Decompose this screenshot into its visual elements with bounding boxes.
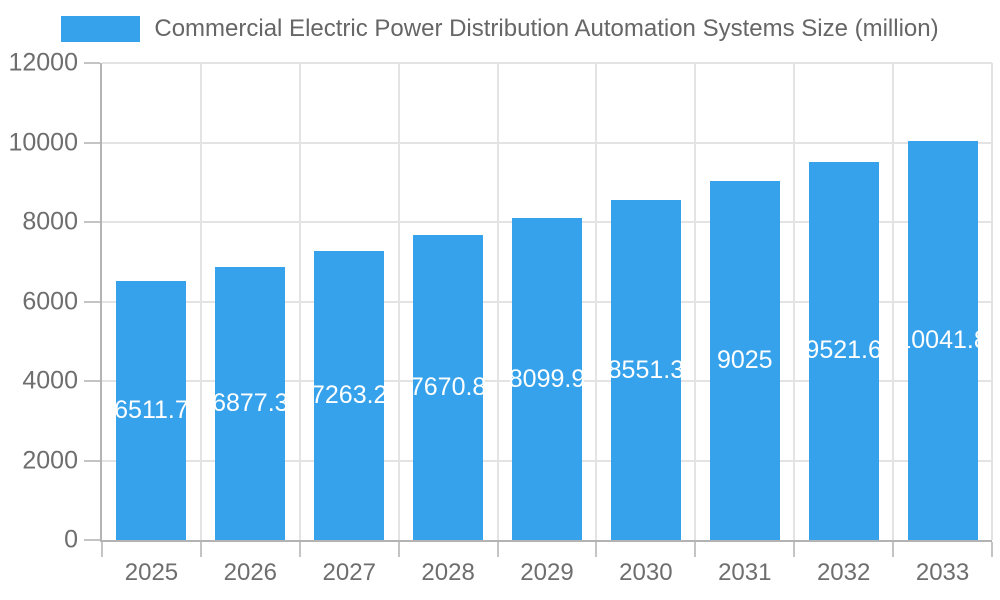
x-tick-label: 2029 [520, 559, 574, 586]
x-tick-label: 2027 [322, 559, 376, 586]
x-tick-mark [101, 542, 103, 557]
legend-swatch [61, 16, 141, 42]
x-tick-label: 2031 [718, 559, 772, 586]
x-tick-mark [397, 542, 400, 557]
bar[interactable]: 7263.2 [310, 251, 388, 540]
legend[interactable]: Commercial Electric Power Distribution A… [0, 15, 1000, 43]
x-tick-label: 2033 [915, 559, 970, 586]
x-tick-mark [991, 542, 993, 557]
y-tick-label: 6000 [22, 287, 78, 315]
x-tick-mark [595, 542, 598, 557]
bar-value-label: 9025 [716, 346, 773, 375]
y-tick-label: 12000 [8, 48, 78, 77]
y-tick-mark [84, 221, 100, 223]
bar[interactable]: 7670.8 [409, 235, 487, 540]
y-tick-label: 10000 [8, 128, 78, 156]
bar-value-label: 8551.3 [607, 355, 685, 384]
x-tick-label: 2030 [619, 559, 673, 586]
x-tick-label: 2026 [223, 559, 278, 586]
x-gridline [991, 63, 993, 540]
y-tick-mark [84, 300, 100, 303]
x-tick-label: 2032 [816, 559, 871, 586]
x-tick-mark [892, 542, 895, 557]
x-tick-mark [496, 542, 499, 557]
x-gridline [298, 63, 301, 540]
y-gridline [102, 62, 992, 64]
y-gridline [102, 141, 992, 144]
y-tick-mark [84, 141, 100, 144]
x-gridline [199, 63, 202, 540]
x-gridline [595, 63, 598, 540]
bar[interactable]: 10041.8 [897, 140, 988, 540]
x-gridline [793, 63, 796, 540]
y-tick-label: 0 [64, 525, 78, 554]
x-tick-label: 2028 [421, 559, 475, 586]
bar-value-label: 7670.8 [409, 373, 487, 402]
y-tick-mark [84, 62, 100, 64]
bar[interactable]: 9521.6 [805, 161, 882, 540]
bar[interactable]: 8099.9 [508, 218, 586, 540]
y-tick-mark [84, 380, 100, 382]
x-tick-mark [199, 542, 202, 557]
x-gridline [892, 63, 895, 540]
x-tick-mark [298, 542, 301, 557]
x-tick-label: 2025 [124, 559, 179, 586]
bar[interactable]: 9025 [709, 181, 780, 540]
x-gridline [694, 63, 697, 540]
x-gridline [397, 63, 400, 540]
bar-value-label: 7263.2 [310, 381, 388, 410]
bar-value-label: 10041.8 [897, 325, 988, 354]
bar-value-label: 8099.9 [508, 364, 586, 393]
bar[interactable]: 6511.7 [114, 281, 189, 540]
y-tick-label: 8000 [22, 207, 78, 236]
bar[interactable]: 8551.3 [607, 200, 685, 540]
bar[interactable]: 6877.3 [212, 266, 289, 540]
x-gridline [496, 63, 499, 540]
bar-value-label: 9521.6 [805, 336, 882, 365]
y-tick-mark [84, 459, 100, 462]
x-tick-mark [694, 542, 697, 557]
y-tick-label: 4000 [22, 366, 78, 395]
x-tick-mark [793, 542, 796, 557]
legend-label: Commercial Electric Power Distribution A… [154, 15, 939, 42]
y-tick-label: 2000 [22, 446, 78, 474]
y-tick-mark [84, 539, 100, 541]
bar-value-label: 6511.7 [114, 396, 189, 425]
bar-value-label: 6877.3 [212, 388, 289, 417]
plot-area: 0 2000 4000 6000 8000 10000 12000 6511.7 2025 687… [8, 49, 993, 586]
